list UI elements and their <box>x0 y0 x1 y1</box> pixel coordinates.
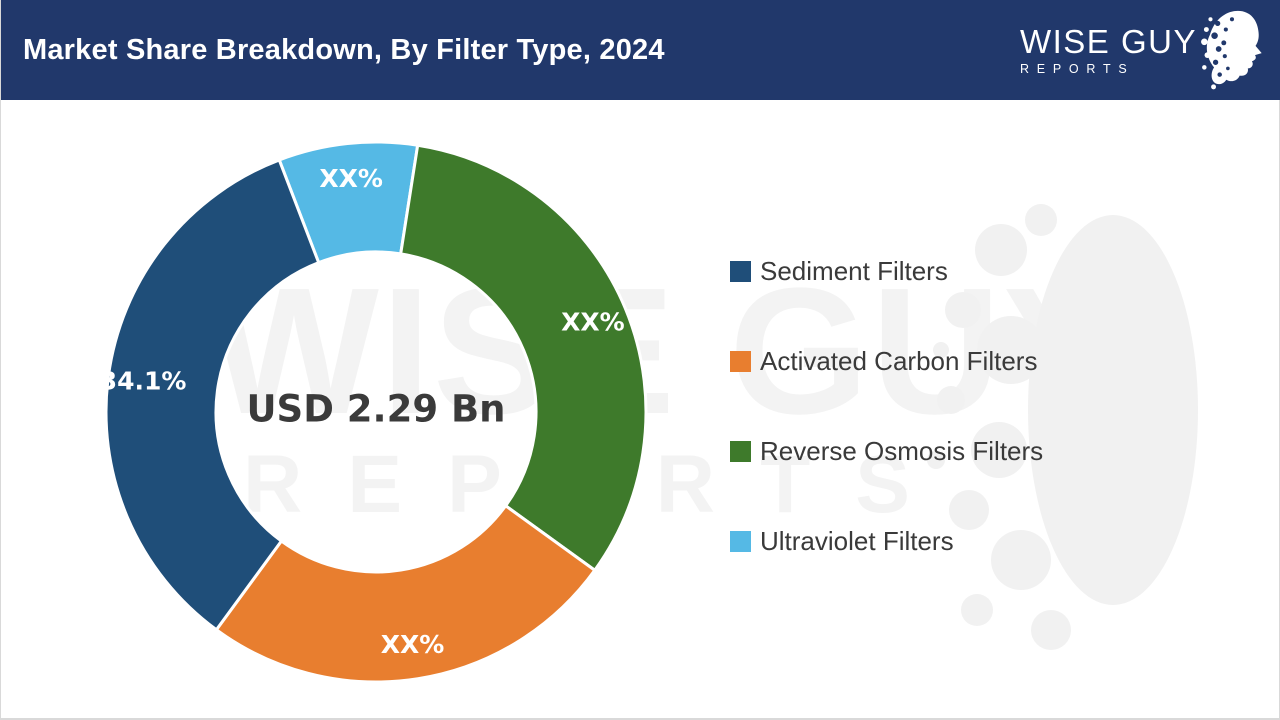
header-bar: Market Share Breakdown, By Filter Type, … <box>1 0 1280 100</box>
slice-label-activated-carbon-filters: XX% <box>381 630 445 659</box>
legend-item-activated-carbon: Activated Carbon Filters <box>730 346 1043 377</box>
brand-logo-text: WISE GUY REPORTS <box>1020 25 1197 76</box>
page-title: Market Share Breakdown, By Filter Type, … <box>23 33 665 66</box>
donut-slice-reverse-osmosis-filters <box>399 143 648 572</box>
brand-face-icon <box>1201 10 1262 90</box>
legend-swatch-activated-carbon <box>730 351 751 372</box>
legend-label-activated-carbon: Activated Carbon Filters <box>760 346 1038 376</box>
legend-item-reverse-osmosis: Reverse Osmosis Filters <box>730 436 1043 467</box>
slice-label-sediment-filters: 34.1% <box>100 367 187 396</box>
brand-logo: WISE GUY REPORTS <box>1020 7 1265 93</box>
legend-swatch-sediment <box>730 261 751 282</box>
chart-center-value: USD 2.29 Bn <box>246 387 506 431</box>
legend-item-ultraviolet: Ultraviolet Filters <box>730 526 1043 557</box>
donut-slice-sediment-filters <box>104 158 321 632</box>
legend-label-reverse-osmosis: Reverse Osmosis Filters <box>760 436 1044 466</box>
slice-label-ultraviolet-filters: XX% <box>319 164 383 193</box>
brand-name: WISE GUY <box>1019 22 1197 60</box>
legend-item-sediment: Sediment Filters <box>730 256 1043 287</box>
legend-swatch-ultraviolet <box>730 531 751 552</box>
watermark-face-icon <box>927 204 1198 650</box>
slice-label-reverse-osmosis-filters: XX% <box>561 307 625 336</box>
donut-chart: XX% XX% XX% 34.1% <box>100 140 648 684</box>
watermark-text-1: WISE GUY <box>209 251 1126 452</box>
legend-label-ultraviolet: Ultraviolet Filters <box>760 526 954 556</box>
legend-swatch-reverse-osmosis <box>730 441 751 462</box>
legend: Sediment Filters Activated Carbon Filter… <box>730 256 1043 557</box>
legend-label-sediment: Sediment Filters <box>760 256 948 286</box>
donut-slice-activated-carbon-filters <box>214 504 597 684</box>
chart-area: WISE GUY REPORTS XX%XX%XX%34.1% USD 2.29… <box>1 100 1280 720</box>
brand-subtitle: REPORTS <box>1019 61 1135 76</box>
